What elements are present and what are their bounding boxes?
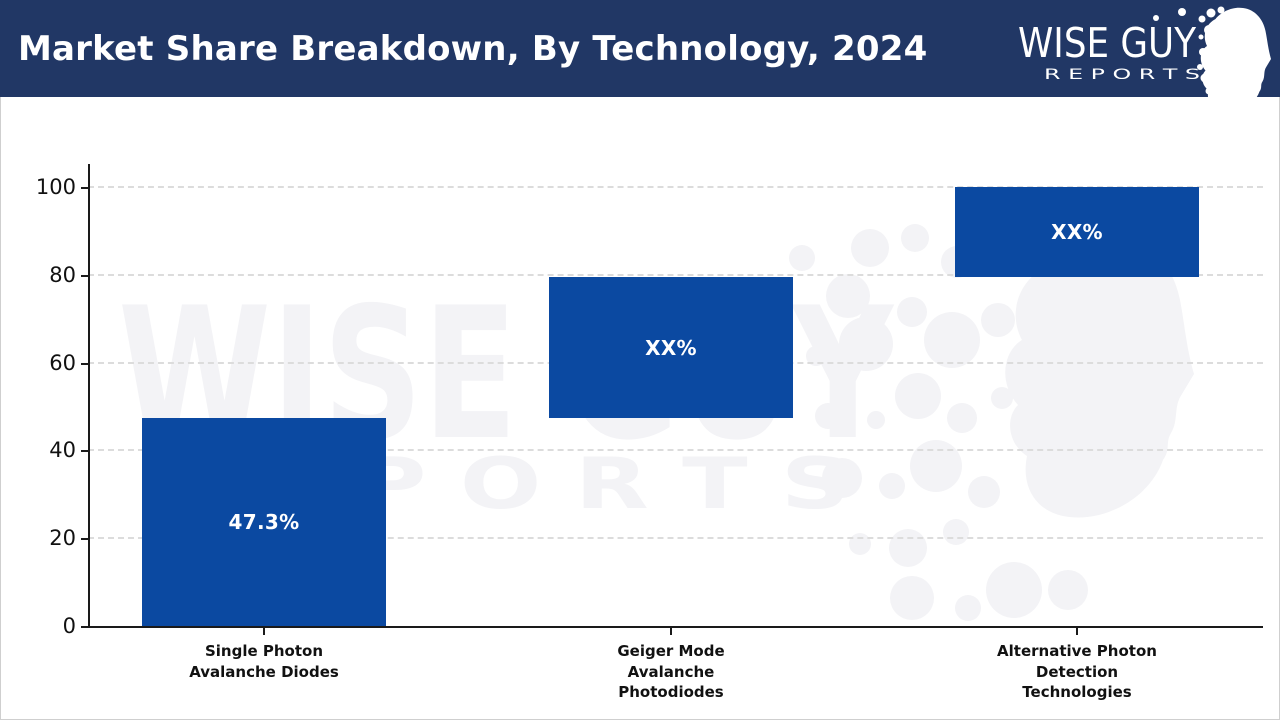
y-tick-mark bbox=[81, 362, 88, 365]
page-title: Market Share Breakdown, By Technology, 2… bbox=[18, 28, 928, 69]
y-tick-mark bbox=[81, 450, 88, 453]
bar-value-label: XX% bbox=[1051, 219, 1103, 244]
bar-segment: 47.3% bbox=[142, 418, 386, 626]
y-tick-label: 40 bbox=[49, 438, 76, 463]
bar-value-label: XX% bbox=[645, 335, 697, 360]
gridline-y20 bbox=[88, 537, 1263, 540]
x-category-label: Geiger Mode Avalanche Photodiodes bbox=[617, 642, 725, 701]
gridline-y100 bbox=[88, 186, 1263, 188]
logo-head-icon bbox=[1197, 6, 1271, 97]
header-bar: Market Share Breakdown, By Technology, 2… bbox=[0, 0, 1280, 97]
wiseguy-logo: WISE GUY R E P O R T S bbox=[1018, 6, 1271, 97]
logo-subtext: R E P O R T S bbox=[1044, 67, 1200, 83]
bar-value-label: 47.3% bbox=[228, 510, 300, 535]
x-category-label: Single Photon Avalanche Diodes bbox=[189, 642, 339, 681]
bar-segment: XX% bbox=[549, 276, 793, 419]
y-tick-mark bbox=[81, 538, 88, 541]
y-tick-mark bbox=[81, 274, 88, 277]
y-tick-mark bbox=[81, 626, 88, 628]
y-tick-label: 60 bbox=[49, 350, 76, 375]
gridline-y80 bbox=[88, 273, 1263, 276]
bar-segment: XX% bbox=[955, 187, 1199, 277]
y-tick-label: 0 bbox=[62, 614, 76, 638]
y-axis-line bbox=[88, 164, 90, 628]
y-tick-mark bbox=[81, 187, 88, 189]
y-tick-label: 80 bbox=[49, 262, 76, 287]
x-tick-mark bbox=[263, 628, 265, 635]
x-axis-line bbox=[88, 626, 1263, 628]
y-tick-label: 100 bbox=[35, 175, 76, 199]
x-tick-mark bbox=[1076, 628, 1078, 635]
logo-wordmark: WISE GUY bbox=[1018, 19, 1197, 67]
gridline-y40 bbox=[88, 449, 1263, 452]
x-tick-mark bbox=[670, 628, 672, 635]
x-category-label: Alternative Photon Detection Technologie… bbox=[997, 642, 1157, 701]
y-tick-label: 20 bbox=[49, 526, 76, 551]
